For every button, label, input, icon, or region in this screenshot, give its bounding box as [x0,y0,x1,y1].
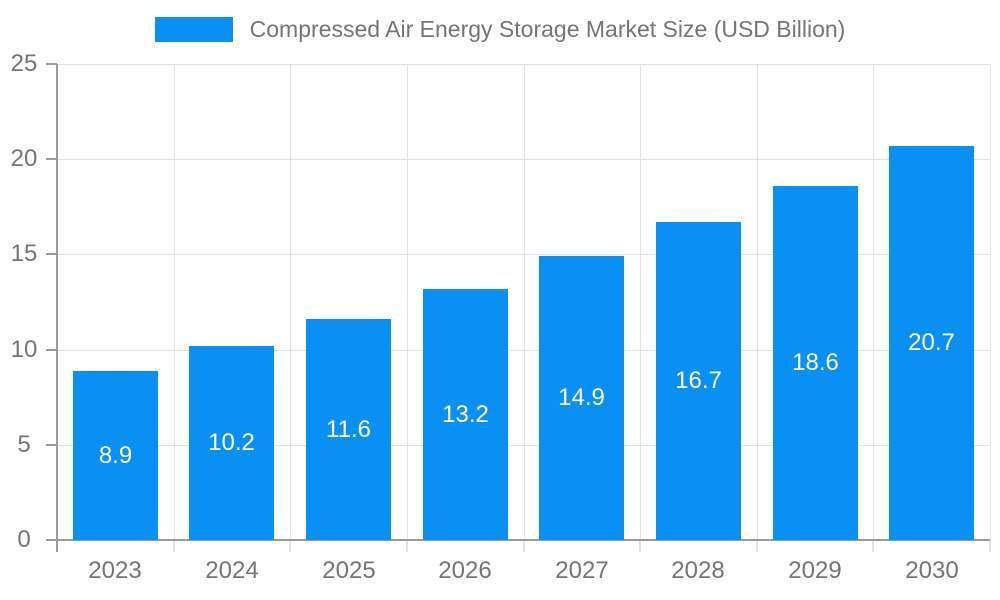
bar-2030[interactable]: 20.7 [889,146,974,540]
y-axis-tick [46,253,57,255]
h-gridline [57,64,990,65]
h-gridline [57,159,990,160]
x-axis-tick [756,540,758,552]
x-tick-label: 2023 [88,557,142,584]
bar-value-label: 11.6 [326,415,371,443]
x-axis-tick [289,540,291,552]
v-gridline [290,64,291,540]
bar-value-label: 20.7 [908,329,955,356]
bar-2023[interactable]: 8.9 [73,371,158,540]
bar-2027[interactable]: 14.9 [539,256,624,540]
y-tick-label: 5 [17,431,31,458]
x-axis-tick [639,540,641,552]
h-gridline [57,350,990,351]
y-tick-label: 20 [10,145,38,172]
legend-label: Compressed Air Energy Storage Market Siz… [249,15,846,42]
v-gridline [640,64,641,540]
bar-value-label: 13.2 [442,400,489,428]
h-gridline [57,254,990,255]
y-axis-tick [46,63,57,65]
v-gridline [757,64,758,540]
x-tick-label: 2030 [905,557,959,584]
x-tick-label: 2025 [322,557,376,584]
bar-2026[interactable]: 13.2 [423,289,508,540]
x-axis-tick [523,540,525,552]
x-axis-line [46,539,990,541]
x-tick-label: 2026 [438,557,492,584]
h-gridline [57,445,990,446]
bar-2029[interactable]: 18.6 [773,186,858,540]
v-gridline [524,64,525,540]
y-tick-label: 0 [17,526,31,553]
x-axis-tick [173,540,175,552]
legend-swatch [154,16,233,42]
x-tick-label: 2024 [205,557,259,584]
y-tick-label: 10 [10,336,38,363]
y-tick-label: 25 [10,50,38,77]
y-axis-tick [46,158,57,160]
y-axis-tick [46,444,57,446]
bar-2025[interactable]: 11.6 [306,319,391,540]
x-tick-label: 2027 [555,557,609,584]
v-gridline [990,64,991,540]
bar-2028[interactable]: 16.7 [656,222,741,540]
v-gridline [873,64,874,540]
bar-value-label: 8.9 [98,441,133,469]
x-tick-label: 2029 [788,557,842,584]
bar-value-label: 18.6 [792,349,839,376]
x-axis-tick [989,540,991,552]
bar-2024[interactable]: 10.2 [189,346,274,540]
x-axis-tick [872,540,874,552]
bar-value-label: 16.7 [675,367,722,394]
y-axis-line [56,64,58,552]
v-gridline [407,64,408,540]
x-axis-tick [406,540,408,552]
v-gridline [174,64,175,540]
bar-value-label: 14.9 [558,384,605,411]
y-tick-label: 15 [10,240,38,267]
bar-value-label: 10.2 [208,429,255,456]
x-tick-label: 2028 [671,557,725,584]
legend-item[interactable]: Compressed Air Energy Storage Market Siz… [0,12,1000,46]
y-axis-tick [46,349,57,351]
